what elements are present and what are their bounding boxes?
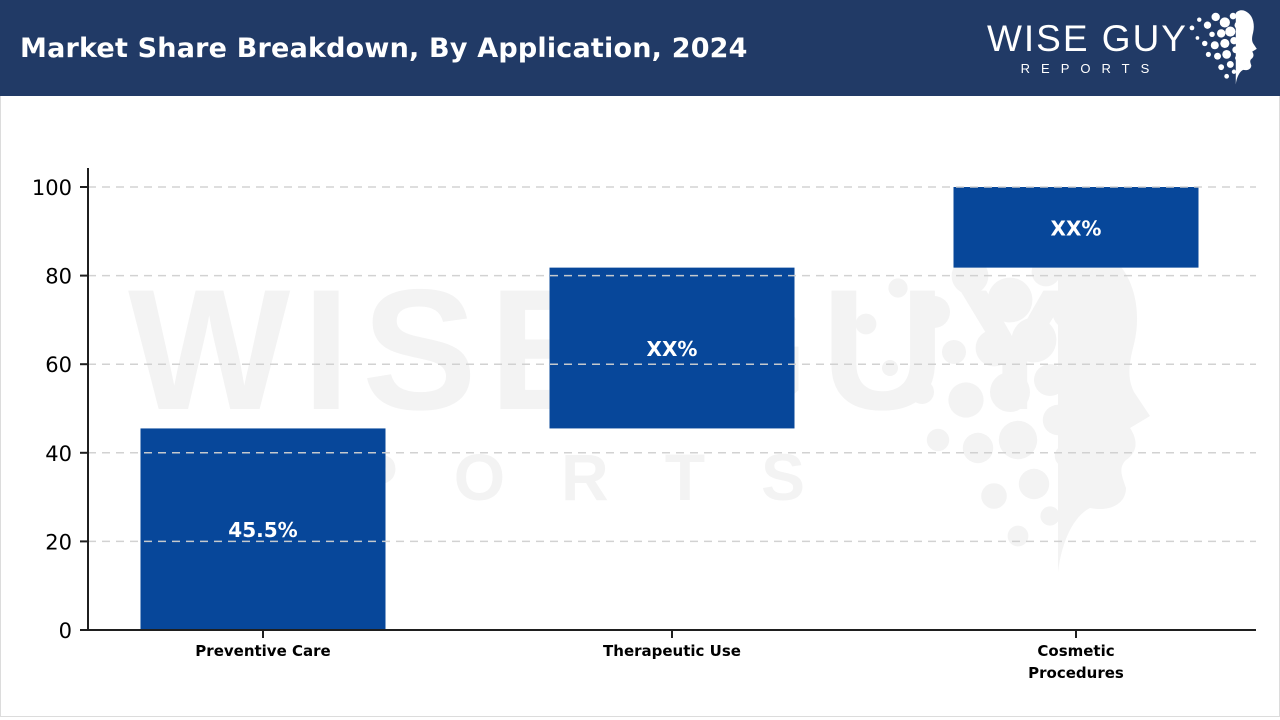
- y-tick-label-0: 0: [59, 619, 72, 643]
- bar-preventive-care: [140, 428, 386, 630]
- y-tick-label-100: 100: [32, 176, 72, 200]
- logo-line1: WISE GUY: [986, 18, 1188, 59]
- bar-label-preventive-care: 45.5%: [228, 518, 297, 542]
- bar-label-therapeutic-use: XX%: [647, 337, 698, 361]
- category-label-therapeutic-use: Therapeutic Use: [603, 642, 741, 660]
- y-tick-label-80: 80: [45, 265, 72, 289]
- y-tick-label-20: 20: [45, 530, 72, 554]
- head-profile-icon: [1182, 6, 1264, 90]
- page-title: Market Share Breakdown, By Application, …: [20, 32, 748, 64]
- y-tick-label-40: 40: [45, 442, 72, 466]
- waterfall-chart: 0 20 40 60 80 100 45.5% XX% XX% Preventive Care Th…: [32, 168, 1256, 682]
- bar-label-cosmetic-procedures: XX%: [1051, 216, 1102, 240]
- category-label-preventive-care: Preventive Care: [195, 642, 330, 660]
- category-label-cosmetic-procedures: Cosmetic Procedures: [1028, 642, 1124, 682]
- y-tick-label-60: 60: [45, 353, 72, 377]
- bar-therapeutic-use: [549, 267, 795, 429]
- header-bar: Market Share Breakdown, By Application, …: [0, 0, 1280, 96]
- logo-line2: REPORTS: [1020, 61, 1161, 76]
- logo-wordmark: WISE GUY REPORTS: [987, 20, 1188, 76]
- wiseguy-logo: WISE GUY REPORTS: [987, 6, 1264, 90]
- chart-canvas: WISE GUY REPORTS 0 20 40 60 80 100 45.5% XX% XX%…: [0, 96, 1280, 720]
